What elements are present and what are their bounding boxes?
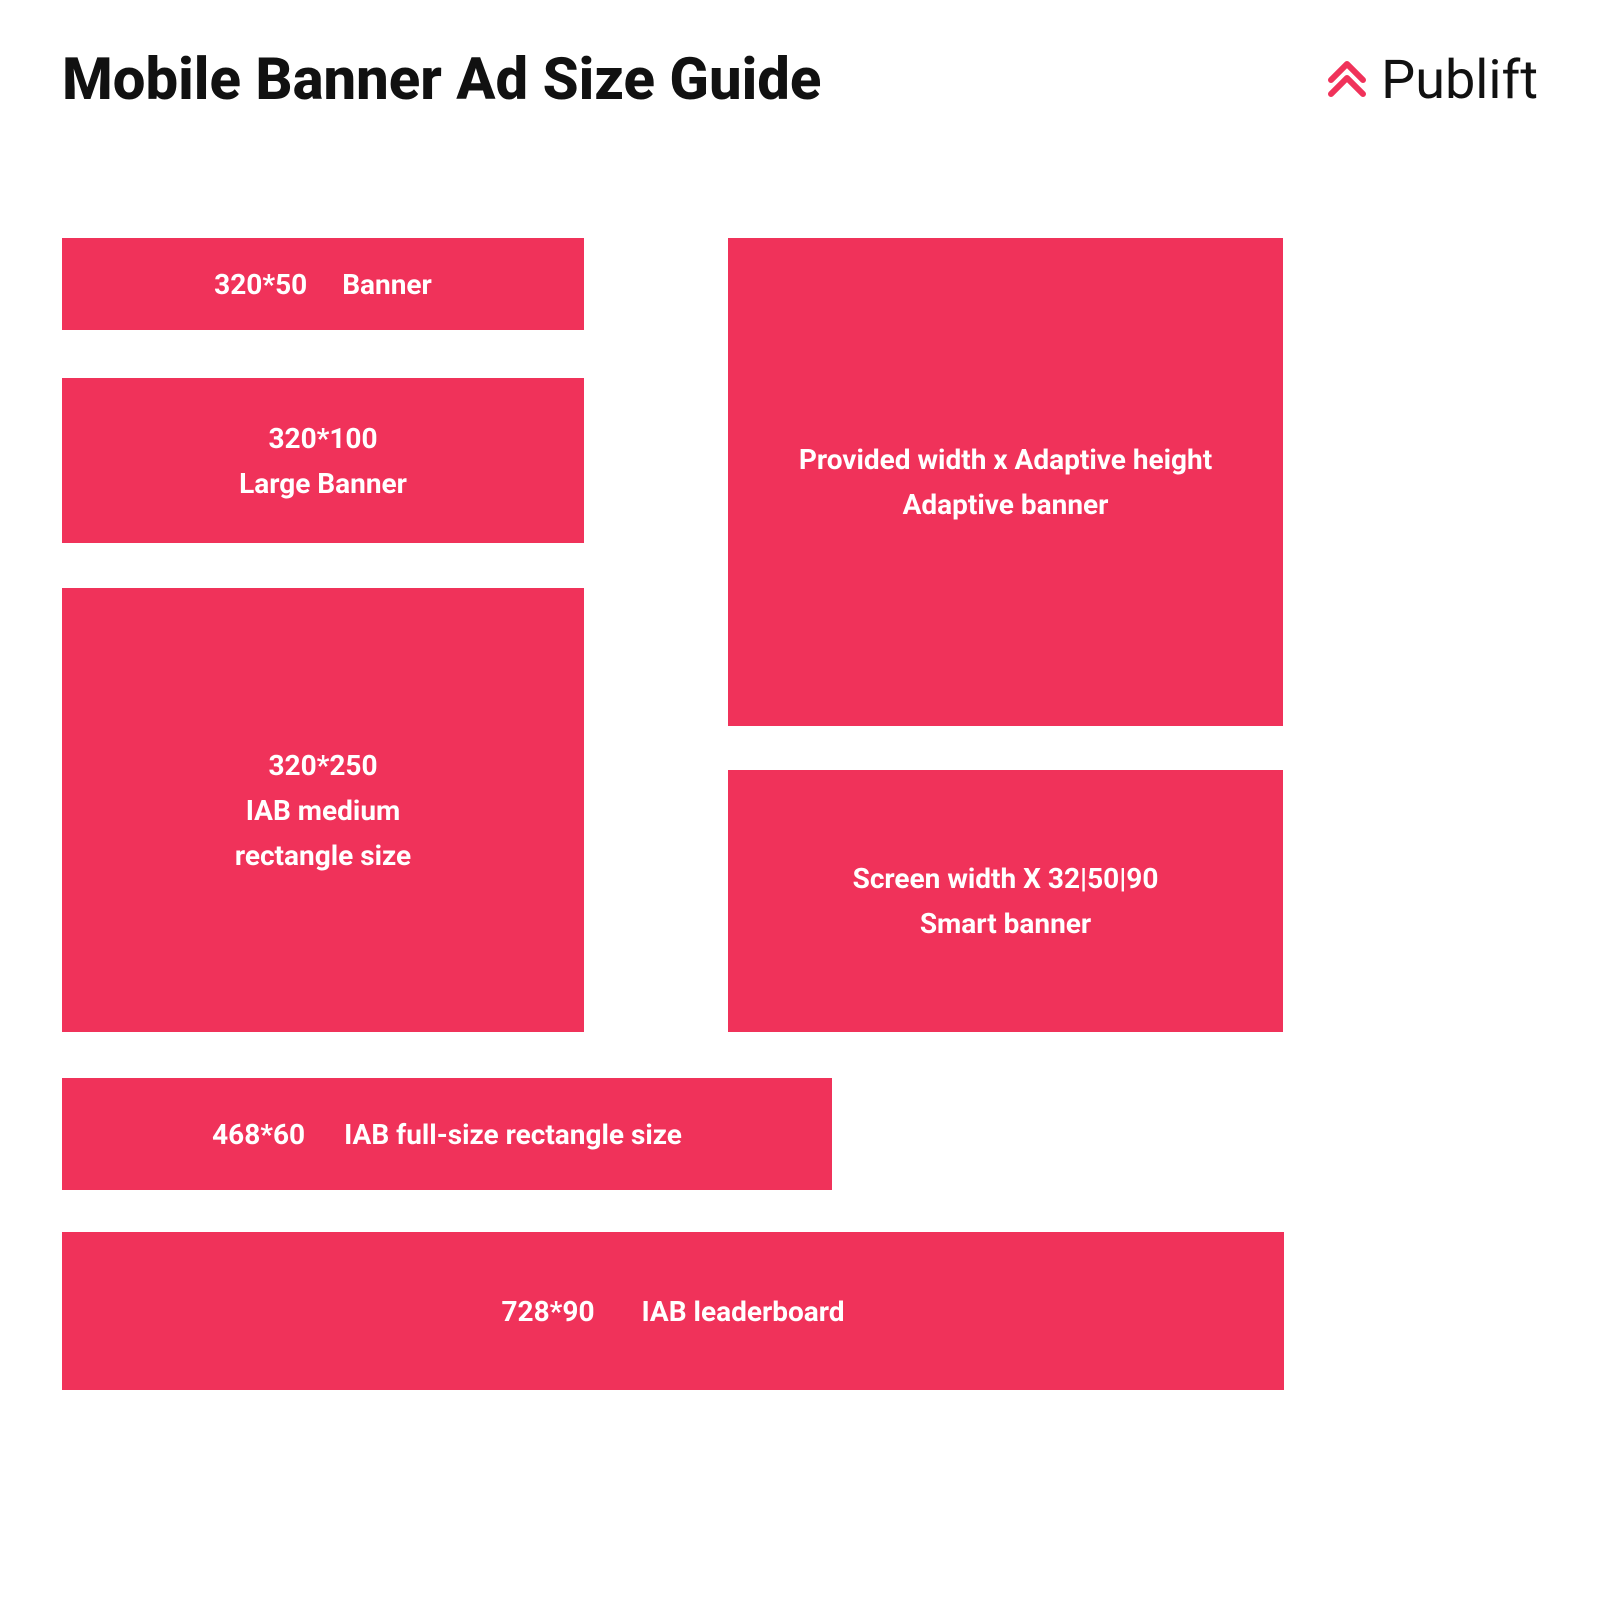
brand-name: Publift — [1381, 49, 1538, 112]
ad-tile-adaptive-banner: Provided width x Adaptive height Adaptiv… — [728, 238, 1283, 726]
page-header: Mobile Banner Ad Size Guide Publift — [62, 46, 1538, 114]
brand-chevrons-icon — [1323, 56, 1371, 104]
ad-name-label: IAB medium — [246, 793, 401, 828]
ad-size-label: Screen width X 32|50|90 — [853, 861, 1159, 896]
page-root: Mobile Banner Ad Size Guide Publift 320*… — [0, 0, 1600, 1600]
brand-lockup: Publift — [1323, 49, 1538, 112]
ad-size-label: 728*90 — [501, 1294, 594, 1329]
ad-size-label: 468*60 — [212, 1117, 305, 1152]
ad-name-label: Smart banner — [920, 906, 1091, 941]
ad-name-label: Adaptive banner — [903, 487, 1109, 522]
page-title: Mobile Banner Ad Size Guide — [62, 46, 821, 114]
ad-name-label: IAB leaderboard — [641, 1294, 844, 1329]
ad-name-label-2: rectangle size — [235, 838, 411, 873]
ad-tile-iab-full-size-rectangle-468x60: 468*60 IAB full-size rectangle size — [62, 1078, 832, 1190]
ad-name-label: IAB full-size rectangle size — [344, 1117, 682, 1152]
ad-tile-large-banner-320x100: 320*100 Large Banner — [62, 378, 584, 543]
ad-name-label: Large Banner — [239, 466, 407, 501]
ad-tile-iab-medium-rectangle-320x250: 320*250 IAB medium rectangle size — [62, 588, 584, 1032]
ad-size-label: 320*50 — [214, 267, 307, 302]
ad-size-label: 320*100 — [268, 421, 377, 456]
ad-name-label: Banner — [342, 267, 432, 302]
ad-size-label: Provided width x Adaptive height — [799, 442, 1212, 477]
ad-tile-iab-leaderboard-728x90: 728*90 IAB leaderboard — [62, 1232, 1284, 1390]
ad-tile-banner-320x50: 320*50 Banner — [62, 238, 584, 330]
ad-tile-smart-banner: Screen width X 32|50|90 Smart banner — [728, 770, 1283, 1032]
ad-size-label: 320*250 — [268, 748, 377, 783]
